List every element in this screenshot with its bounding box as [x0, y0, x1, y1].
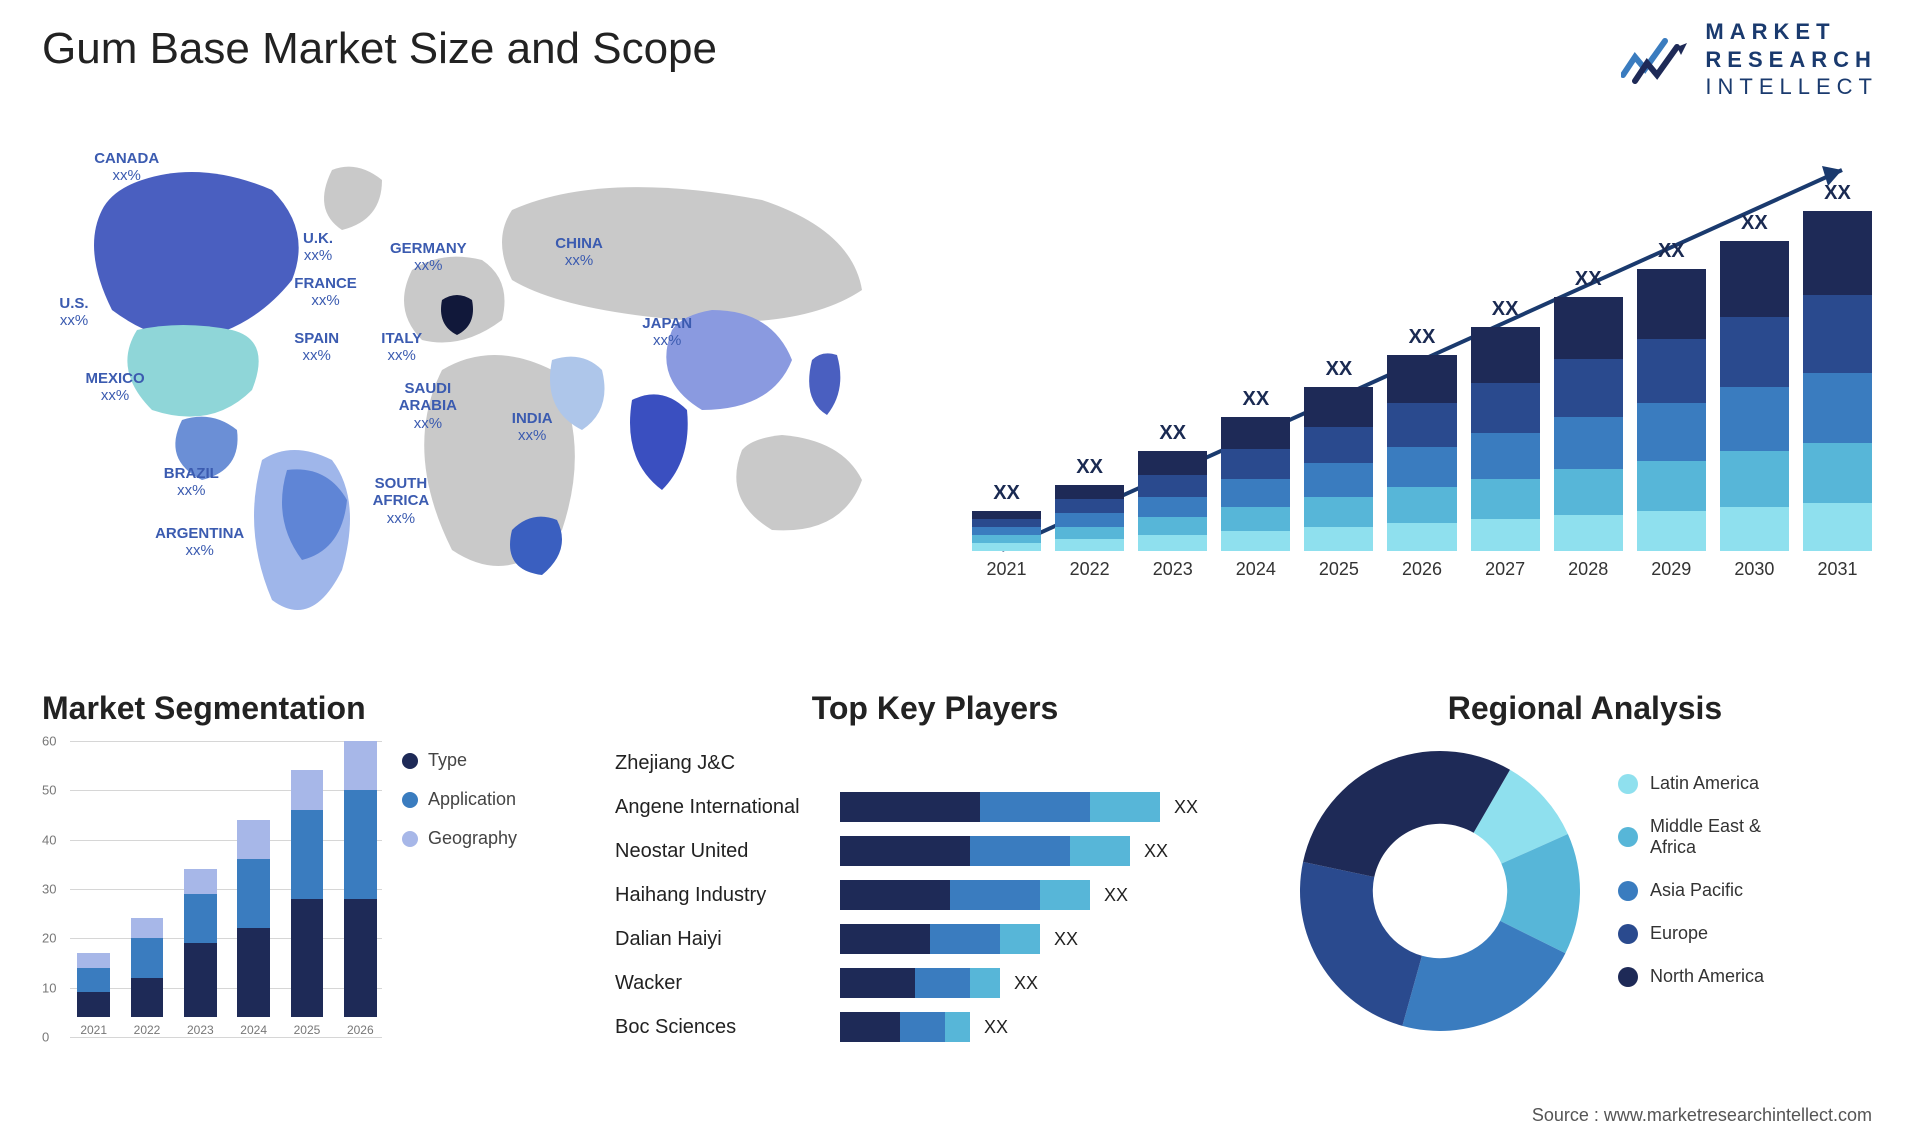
forecast-bar: XX2023 [1138, 422, 1207, 580]
key-player-row: Boc SciencesXX [615, 1005, 1255, 1049]
legend-item: Asia Pacific [1618, 880, 1764, 901]
forecast-bar: XX2029 [1637, 240, 1706, 580]
segmentation-bar: 2022 [125, 918, 168, 1037]
key-player-row: Neostar UnitedXX [615, 829, 1255, 873]
legend-item: North America [1618, 966, 1764, 987]
forecast-bar: XX2031 [1803, 182, 1872, 580]
top-key-players-section: Top Key Players Zhejiang J&CAngene Inter… [615, 690, 1255, 1049]
regional-analysis-section: Regional Analysis Latin America Middle Ea… [1290, 690, 1880, 1041]
forecast-bar: XX2024 [1221, 388, 1290, 580]
forecast-bar: XX2027 [1471, 298, 1540, 580]
regional-donut-chart [1290, 741, 1590, 1041]
map-label: CANADAxx% [94, 150, 159, 185]
map-label: ITALYxx% [381, 330, 422, 365]
key-player-row: Zhejiang J&C [615, 741, 1255, 785]
map-label: U.S.xx% [59, 295, 88, 330]
key-players-title: Top Key Players [615, 690, 1255, 727]
legend-item: Application [402, 789, 517, 810]
segmentation-bar: 2026 [339, 741, 382, 1037]
forecast-bar: XX2026 [1387, 326, 1456, 580]
key-player-row: WackerXX [615, 961, 1255, 1005]
page-title: Gum Base Market Size and Scope [42, 24, 717, 74]
map-label: ARGENTINAxx% [155, 525, 244, 560]
forecast-bar: XX2025 [1304, 358, 1373, 580]
map-label: SPAINxx% [294, 330, 339, 365]
legend-item: Europe [1618, 923, 1764, 944]
legend-item: Middle East &Africa [1618, 816, 1764, 858]
market-segmentation-section: Market Segmentation 20212022 202320242025… [42, 690, 582, 1061]
brand-logo: MARKET RESEARCH INTELLECT [1621, 18, 1878, 101]
map-label: SAUDIARABIAxx% [399, 380, 457, 432]
segmentation-bar: 2021 [72, 953, 115, 1037]
key-player-row: Angene InternationalXX [615, 785, 1255, 829]
map-label: U.K.xx% [303, 230, 333, 265]
segmentation-title: Market Segmentation [42, 690, 582, 727]
legend-item: Latin America [1618, 773, 1764, 794]
segmentation-chart: 202120222023202420252026 0102030405060 [42, 741, 382, 1061]
logo-icon [1621, 31, 1691, 87]
map-label: BRAZILxx% [164, 465, 219, 500]
map-label: INDIAxx% [512, 410, 553, 445]
regional-legend: Latin America Middle East &Africa Asia Pac… [1618, 773, 1764, 1009]
donut-slice [1300, 862, 1422, 1026]
segmentation-legend: Type Application Geography [402, 750, 517, 867]
legend-item: Type [402, 750, 517, 771]
forecast-bar: XX2021 [972, 482, 1041, 580]
forecast-bar-chart: XX2021XX2022XX2023XX2024XX2025XX2026XX20… [972, 140, 1872, 610]
segmentation-bar: 2024 [232, 820, 275, 1037]
segmentation-bar: 2025 [285, 770, 328, 1037]
world-map: CANADAxx% U.S.xx% MEXICOxx% BRAZILxx% ARGENT… [42, 130, 912, 630]
source-attribution: Source : www.marketresearchintellect.com [1532, 1105, 1872, 1126]
map-label: SOUTHAFRICAxx% [373, 475, 430, 527]
regional-title: Regional Analysis [1290, 690, 1880, 727]
map-label: CHINAxx% [555, 235, 603, 270]
map-label: FRANCExx% [294, 275, 357, 310]
key-player-row: Haihang IndustryXX [615, 873, 1255, 917]
map-label: MEXICOxx% [86, 370, 145, 405]
forecast-bar: XX2028 [1554, 268, 1623, 580]
legend-item: Geography [402, 828, 517, 849]
forecast-bar: XX2030 [1720, 212, 1789, 580]
segmentation-bar: 2023 [179, 869, 222, 1037]
map-label: JAPANxx% [642, 315, 692, 350]
map-label: GERMANYxx% [390, 240, 467, 275]
key-player-row: Dalian HaiyiXX [615, 917, 1255, 961]
donut-slice [1303, 751, 1510, 877]
logo-text: MARKET RESEARCH INTELLECT [1705, 18, 1878, 101]
forecast-bar: XX2022 [1055, 456, 1124, 580]
